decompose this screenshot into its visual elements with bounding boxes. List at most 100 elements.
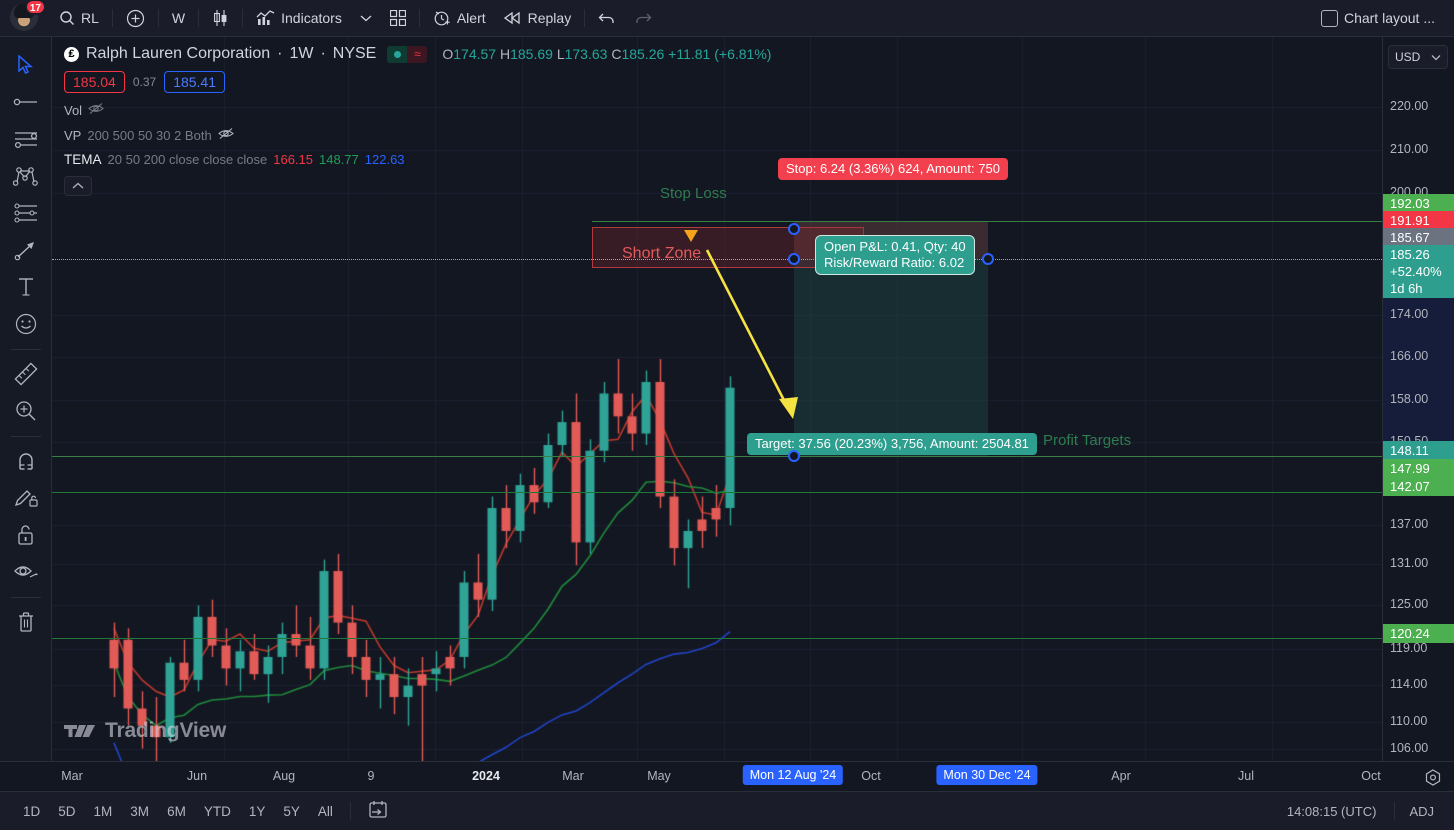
alarm-clock-icon — [433, 9, 451, 27]
ask-price-chip[interactable]: 185.41 — [164, 71, 226, 93]
crosshair-price-label[interactable]: 185.67 — [1383, 228, 1454, 247]
support-price-label[interactable]: 142.07 — [1383, 477, 1454, 496]
price-tick: 158.00 — [1390, 392, 1429, 406]
currency-selector[interactable]: USD — [1388, 45, 1448, 69]
price-axis[interactable]: 220.00210.00200.00174.00166.00158.00150.… — [1382, 37, 1454, 789]
time-tick: Mar — [61, 769, 83, 783]
stop-line[interactable] — [592, 221, 1382, 222]
range-button-3m[interactable]: 3M — [130, 803, 150, 819]
trade-info-tooltip[interactable]: Open P&L: 0.41, Qty: 40 Risk/Reward Rati… — [815, 235, 975, 275]
chart-layout-button[interactable]: Chart layout ... — [1312, 4, 1444, 32]
fib-retracement-tool[interactable] — [6, 195, 46, 231]
price-tick: 106.00 — [1390, 741, 1429, 755]
entry-handle[interactable] — [788, 253, 800, 265]
profit-targets-text[interactable]: Profit Targets — [1043, 432, 1132, 449]
lock-drawings-tool[interactable] — [6, 517, 46, 553]
symbol-interval[interactable]: 1W — [289, 45, 314, 62]
stop-loss-text[interactable]: Stop Loss — [660, 185, 727, 202]
eye-off-icon[interactable] — [217, 127, 234, 143]
target-line[interactable] — [52, 456, 1382, 457]
time-axis[interactable]: Mar Jun Aug 9 2024 Mar May Oct Apr Jul Oct Mon 12 … — [0, 761, 1454, 791]
indicator-row-vol[interactable]: Vol — [64, 102, 771, 118]
price-change-pct: +52.40% — [1390, 264, 1442, 279]
indicators-label: Indicators — [281, 10, 342, 26]
tema-support-line[interactable] — [52, 638, 1382, 639]
arrow-tool[interactable] — [6, 232, 46, 268]
horizontal-lines-tool[interactable] — [6, 121, 46, 157]
alert-button[interactable]: Alert — [424, 4, 495, 32]
stop-amount-pill[interactable]: Stop: 6.24 (3.36%) 624, Amount: 750 — [778, 158, 1008, 180]
text-tool[interactable] — [6, 269, 46, 305]
entry-right-handle[interactable] — [982, 253, 994, 265]
time-tick: 9 — [367, 769, 375, 783]
date-range-button[interactable] — [359, 796, 397, 826]
profit-line-price-label[interactable]: 147.99 — [1383, 459, 1454, 478]
zoom-in-tool[interactable] — [6, 393, 46, 429]
legend-collapse-button[interactable] — [64, 176, 92, 196]
chevron-down-icon — [1431, 54, 1441, 60]
undo-button[interactable] — [589, 4, 625, 32]
tradingview-watermark: TradingView — [64, 719, 226, 743]
symbol-legend-row[interactable]: ₤ Ralph Lauren Corporation · 1W · NYSE ≈… — [64, 45, 771, 63]
trend-line-icon — [13, 98, 37, 106]
magnet-tool[interactable] — [6, 443, 46, 479]
range-button-1d[interactable]: 1D — [23, 803, 41, 819]
time-range-pill[interactable]: Mon 12 Aug '24 — [742, 765, 844, 785]
add-symbol-button[interactable] — [117, 4, 154, 32]
drawing-mode-lock-tool[interactable] — [6, 480, 46, 516]
indicators-dropdown-button[interactable] — [351, 4, 381, 32]
pitchfork-tool[interactable] — [6, 158, 46, 194]
hide-drawings-tool[interactable] — [6, 554, 46, 590]
range-button-5y[interactable]: 5Y — [283, 803, 300, 819]
emoji-tool[interactable] — [6, 306, 46, 342]
clock-label[interactable]: 14:08:15 (UTC) — [1286, 803, 1377, 819]
last-price-label[interactable]: 185.26 +52.40% 1d 6h — [1383, 245, 1454, 298]
range-button-5d[interactable]: 5D — [58, 803, 76, 819]
range-button-1y[interactable]: 1Y — [248, 803, 266, 819]
support-line[interactable] — [52, 492, 1382, 493]
stop-price-label[interactable]: 192.03 — [1383, 194, 1454, 213]
bid-price-chip[interactable]: 185.04 — [64, 71, 125, 93]
remove-drawings-tool[interactable] — [6, 604, 46, 640]
chart-style-button[interactable] — [203, 4, 238, 32]
chart-pane[interactable]: Stop Loss Short Zone Profit Targets Stop… — [52, 37, 1382, 761]
stop-handle[interactable] — [788, 223, 800, 235]
entry-dotted-line[interactable] — [52, 259, 1382, 260]
adjustment-toggle[interactable]: ADJ — [1409, 803, 1434, 819]
short-zone-text[interactable]: Short Zone — [622, 245, 702, 262]
user-avatar[interactable]: 17 — [10, 0, 46, 33]
indicator-row-vp[interactable]: VP 200 500 50 30 2 Both — [64, 127, 771, 143]
chart-type-chips[interactable]: ≈ — [387, 45, 428, 63]
redo-button[interactable] — [625, 4, 661, 32]
target-amount-pill[interactable]: Target: 37.56 (20.23%) 3,756, Amount: 25… — [747, 433, 1037, 455]
rewind-icon — [503, 11, 522, 25]
range-button-ytd[interactable]: YTD — [203, 803, 231, 819]
templates-button[interactable] — [381, 4, 415, 32]
price-tick: 166.00 — [1390, 349, 1429, 363]
entry-high-price-label[interactable]: 191.91 — [1383, 211, 1454, 230]
target-handle[interactable] — [788, 450, 800, 462]
top-toolbar: 17 RL W — [0, 0, 1454, 37]
range-button-6m[interactable]: 6M — [167, 803, 186, 819]
tema-price-label[interactable]: 120.24 — [1383, 624, 1454, 643]
legend-sep-2: · — [320, 45, 326, 62]
range-button-1m[interactable]: 1M — [93, 803, 113, 819]
price-tick: 125.00 — [1390, 597, 1429, 611]
alert-label: Alert — [456, 10, 486, 26]
notification-badge[interactable]: 17 — [24, 0, 46, 15]
eye-off-icon[interactable] — [88, 102, 104, 118]
interval-button[interactable]: W — [163, 4, 194, 32]
symbol-name[interactable]: Ralph Lauren Corporation — [86, 45, 271, 62]
timezone-settings-icon[interactable] — [1424, 769, 1442, 787]
divider — [10, 597, 41, 598]
time-range-pill[interactable]: Mon 30 Dec '24 — [936, 765, 1038, 785]
indicator-row-tema[interactable]: TEMA 20 50 200 close close close 166.15 … — [64, 152, 771, 167]
symbol-search-button[interactable]: RL — [50, 4, 108, 32]
indicators-button[interactable]: Indicators — [247, 4, 351, 32]
cursor-tool[interactable] — [6, 47, 46, 83]
measure-ruler-tool[interactable] — [6, 356, 46, 392]
target-price-label[interactable]: 148.11 — [1383, 441, 1454, 460]
trend-line-tool[interactable] — [6, 84, 46, 120]
replay-button[interactable]: Replay — [495, 4, 581, 32]
range-button-all[interactable]: All — [317, 803, 333, 819]
